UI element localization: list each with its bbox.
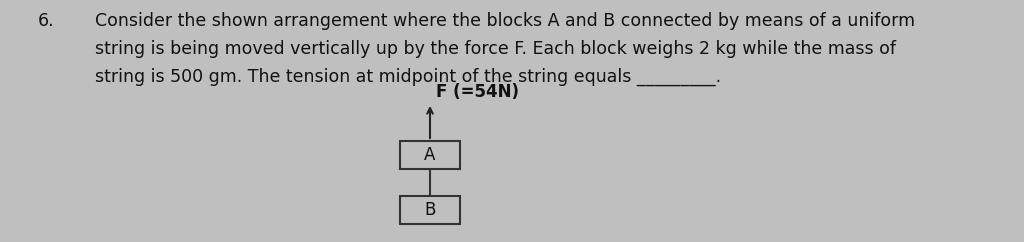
Text: Consider the shown arrangement where the blocks A and B connected by means of a : Consider the shown arrangement where the… [95,12,915,30]
Bar [400,141,460,169]
Text: F (=54N): F (=54N) [436,83,519,101]
Bar [400,196,460,224]
Text: string is being moved vertically up by the force F. Each block weighs 2 kg while: string is being moved vertically up by t… [95,40,896,58]
Text: string is 500 gm. The tension at midpoint of the string equals _________.: string is 500 gm. The tension at midpoin… [95,68,721,86]
Text: 6.: 6. [38,12,54,30]
Text: A: A [424,146,435,164]
Text: B: B [424,201,435,219]
